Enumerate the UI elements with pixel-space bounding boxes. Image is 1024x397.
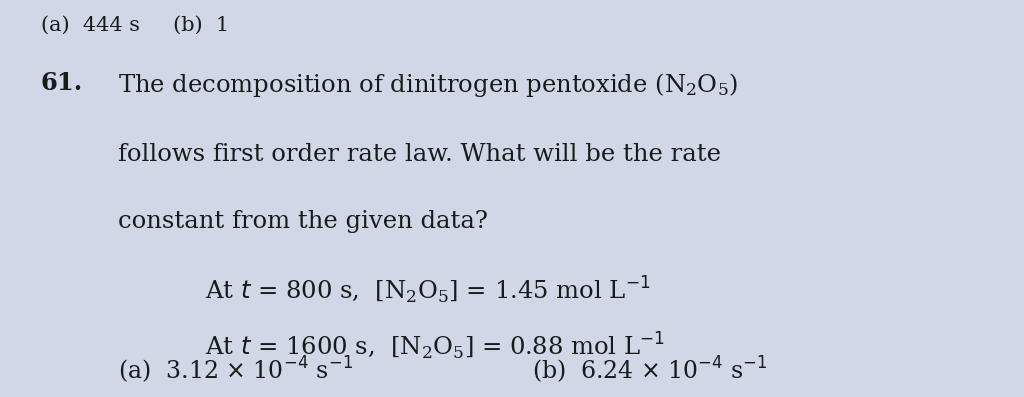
Text: follows first order rate law. What will be the rate: follows first order rate law. What will … [118,143,721,166]
Text: (b)  6.24 $\times$ 10$^{-4}$ s$^{-1}$: (b) 6.24 $\times$ 10$^{-4}$ s$^{-1}$ [532,354,768,385]
Text: The decomposition of dinitrogen pentoxide ($\mathregular{N_2O_5}$): The decomposition of dinitrogen pentoxid… [118,71,737,100]
Text: At $t$ = 800 s,  [$\mathregular{N_2O_5}$] = 1.45 mol L$^{-1}$: At $t$ = 800 s, [$\mathregular{N_2O_5}$]… [205,274,650,305]
Text: (a)  3.12 $\times$ 10$^{-4}$ s$^{-1}$: (a) 3.12 $\times$ 10$^{-4}$ s$^{-1}$ [118,354,352,385]
Text: 61.: 61. [41,71,83,95]
Text: constant from the given data?: constant from the given data? [118,210,487,233]
Text: At $t$ = 1600 s,  [$\mathregular{N_2O_5}$] = 0.88 mol L$^{-1}$: At $t$ = 1600 s, [$\mathregular{N_2O_5}$… [205,330,665,360]
Text: (a)  444 s     (b)  1: (a) 444 s (b) 1 [41,16,229,35]
